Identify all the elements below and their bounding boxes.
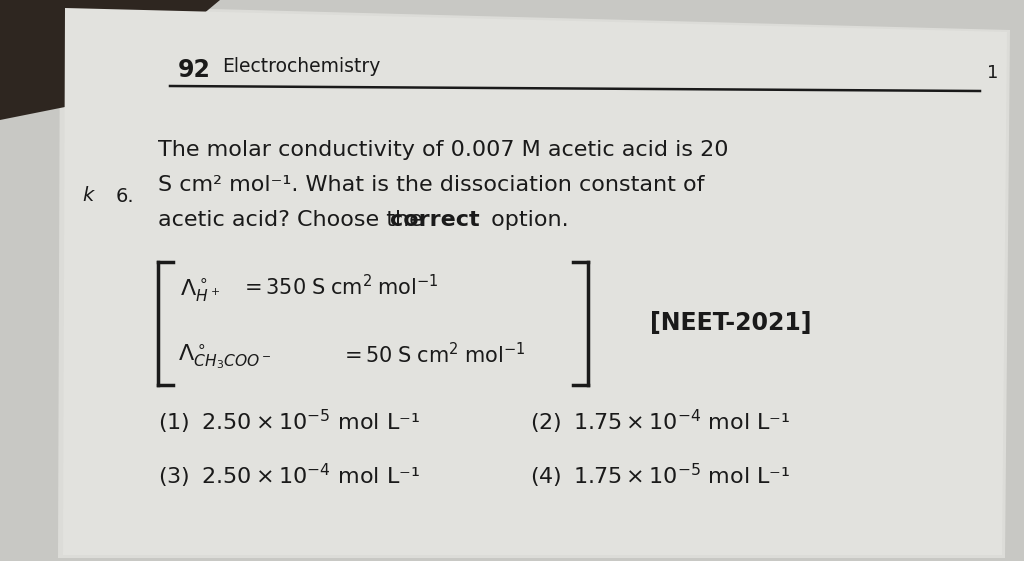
Text: option.: option. bbox=[484, 210, 568, 230]
Text: $(2)\;\;1.75\times10^{-4}$ mol L⁻¹: $(2)\;\;1.75\times10^{-4}$ mol L⁻¹ bbox=[530, 408, 791, 436]
Text: $= 50\;\mathrm{S\;cm^2\;mol^{-1}}$: $= 50\;\mathrm{S\;cm^2\;mol^{-1}}$ bbox=[340, 342, 525, 367]
Polygon shape bbox=[58, 5, 1010, 558]
Text: k: k bbox=[82, 186, 93, 205]
Text: $= 350\;\mathrm{S\;cm^2\;mol^{-1}}$: $= 350\;\mathrm{S\;cm^2\;mol^{-1}}$ bbox=[240, 274, 439, 300]
Polygon shape bbox=[0, 0, 220, 120]
Text: $(3)\;\;2.50\times10^{-4}$ mol L⁻¹: $(3)\;\;2.50\times10^{-4}$ mol L⁻¹ bbox=[158, 462, 420, 490]
Text: Electrochemistry: Electrochemistry bbox=[222, 57, 380, 76]
Text: $\Lambda^\circ_{CH_3COO^-}$: $\Lambda^\circ_{CH_3COO^-}$ bbox=[178, 342, 272, 371]
Polygon shape bbox=[63, 8, 1007, 555]
Text: The molar conductivity of 0.007 M acetic acid is 20: The molar conductivity of 0.007 M acetic… bbox=[158, 140, 728, 160]
Circle shape bbox=[105, 175, 145, 215]
Text: 1: 1 bbox=[987, 64, 998, 82]
Text: $(1)\;\;2.50\times10^{-5}$ mol L⁻¹: $(1)\;\;2.50\times10^{-5}$ mol L⁻¹ bbox=[158, 408, 420, 436]
Text: acetic acid? Choose the: acetic acid? Choose the bbox=[158, 210, 430, 230]
Text: 92: 92 bbox=[178, 58, 211, 82]
Text: $\Lambda^\circ_{H^+}$: $\Lambda^\circ_{H^+}$ bbox=[180, 277, 220, 304]
Text: S cm² mol⁻¹. What is the dissociation constant of: S cm² mol⁻¹. What is the dissociation co… bbox=[158, 175, 705, 195]
Text: 6.: 6. bbox=[116, 186, 134, 205]
Text: [NEET-2021]: [NEET-2021] bbox=[650, 311, 811, 335]
Text: correct: correct bbox=[390, 210, 479, 230]
Text: $(4)\;\;1.75\times10^{-5}$ mol L⁻¹: $(4)\;\;1.75\times10^{-5}$ mol L⁻¹ bbox=[530, 462, 791, 490]
